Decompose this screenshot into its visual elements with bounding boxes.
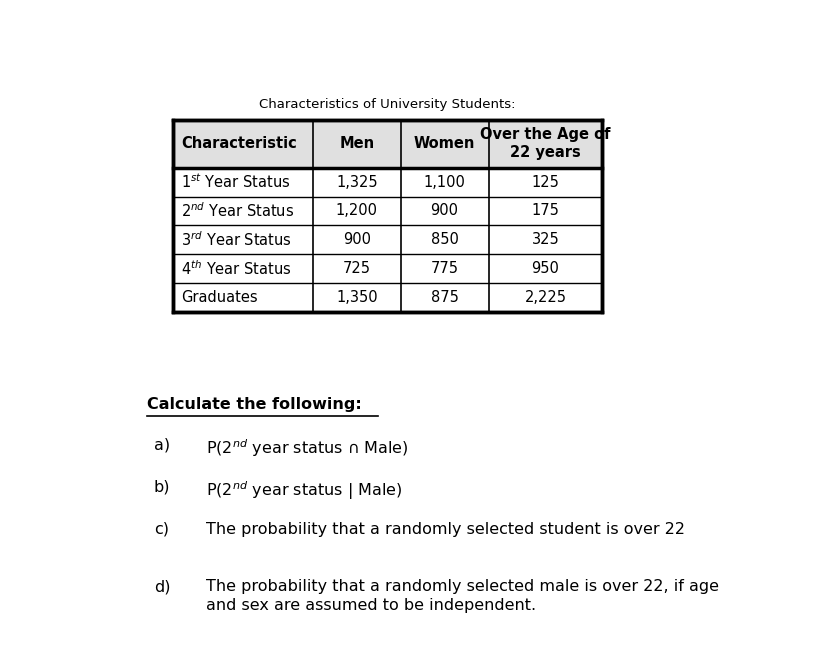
Text: c): c) bbox=[154, 522, 169, 537]
Text: 1,350: 1,350 bbox=[336, 290, 378, 305]
Text: 2$^{nd}$ Year Status: 2$^{nd}$ Year Status bbox=[181, 202, 294, 220]
Text: Calculate the following:: Calculate the following: bbox=[147, 397, 362, 412]
Text: 1,100: 1,100 bbox=[424, 174, 466, 190]
Text: 900: 900 bbox=[343, 233, 371, 248]
Text: 4$^{th}$ Year Status: 4$^{th}$ Year Status bbox=[181, 259, 292, 278]
Text: P(2$^{nd}$ year status | Male): P(2$^{nd}$ year status | Male) bbox=[206, 480, 402, 502]
Text: 1$^{st}$ Year Status: 1$^{st}$ Year Status bbox=[181, 173, 290, 191]
Text: b): b) bbox=[154, 480, 170, 494]
Text: d): d) bbox=[154, 579, 170, 594]
Text: 950: 950 bbox=[531, 261, 560, 276]
Text: Characteristics of University Students:: Characteristics of University Students: bbox=[259, 98, 516, 111]
Text: The probability that a randomly selected student is over 22: The probability that a randomly selected… bbox=[206, 522, 685, 537]
Bar bbox=[173, 120, 602, 168]
Text: 125: 125 bbox=[531, 174, 560, 190]
Text: The probability that a randomly selected male is over 22, if age
and sex are ass: The probability that a randomly selected… bbox=[206, 579, 719, 614]
Text: 875: 875 bbox=[430, 290, 459, 305]
Text: P(2$^{nd}$ year status ∩ Male): P(2$^{nd}$ year status ∩ Male) bbox=[206, 437, 409, 459]
Text: 2,225: 2,225 bbox=[524, 290, 566, 305]
Text: Women: Women bbox=[414, 136, 476, 152]
Text: Over the Age of
22 years: Over the Age of 22 years bbox=[480, 128, 611, 160]
Text: 725: 725 bbox=[343, 261, 371, 276]
Text: Graduates: Graduates bbox=[181, 290, 258, 305]
Text: 175: 175 bbox=[531, 203, 560, 218]
Text: Characteristic: Characteristic bbox=[181, 136, 297, 152]
Text: 850: 850 bbox=[430, 233, 459, 248]
Text: 1,200: 1,200 bbox=[336, 203, 378, 218]
Text: a): a) bbox=[154, 437, 169, 452]
Text: 900: 900 bbox=[430, 203, 459, 218]
Text: 775: 775 bbox=[430, 261, 459, 276]
Text: Men: Men bbox=[339, 136, 374, 152]
Text: 325: 325 bbox=[532, 233, 560, 248]
Text: 3$^{rd}$ Year Status: 3$^{rd}$ Year Status bbox=[181, 231, 292, 249]
Text: 1,325: 1,325 bbox=[336, 174, 378, 190]
